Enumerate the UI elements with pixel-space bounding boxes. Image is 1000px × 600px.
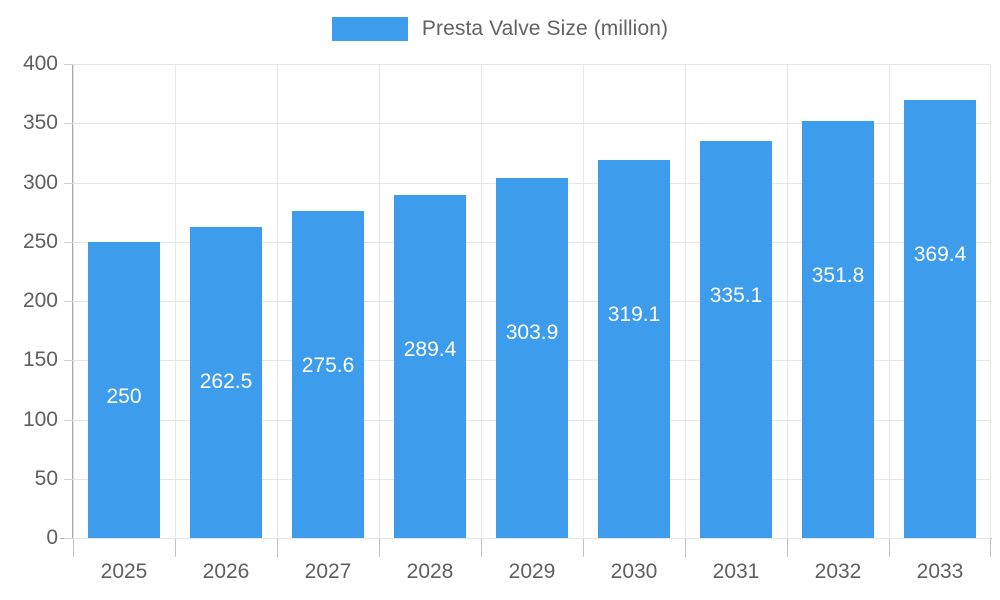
gridline-horizontal: [73, 64, 991, 65]
y-axis-tick-mark: [64, 360, 73, 362]
x-axis-tick-label: 2029: [508, 560, 556, 583]
x-axis-tick-label: 2032: [814, 560, 862, 583]
bar[interactable]: [802, 121, 874, 538]
x-axis-tick-label: 2028: [406, 560, 454, 583]
legend-entry-label: Presta Valve Size (million): [421, 17, 669, 40]
x-axis-tick-mark: [175, 539, 176, 557]
y-axis-tick-label: 350: [22, 111, 58, 135]
y-axis-tick-label: 250: [22, 229, 58, 253]
x-axis-tick-mark: [583, 539, 584, 557]
gridline-vertical: [379, 64, 380, 538]
x-axis-tick-label: 2026: [202, 560, 250, 583]
chart-legend: Presta Valve Size (million): [0, 8, 1000, 50]
y-axis-tick-mark: [64, 419, 73, 421]
gridline-vertical: [175, 64, 176, 538]
x-axis-tick-mark: [685, 539, 686, 557]
y-axis-tick-mark: [64, 241, 73, 243]
x-axis-tick-mark: [481, 539, 482, 557]
bar[interactable]: [88, 241, 160, 538]
x-axis-tick-label: 2027: [304, 560, 352, 583]
x-axis-tick-label: 2033: [916, 560, 964, 583]
x-axis-tick-mark: [990, 539, 991, 557]
y-axis-tick-mark: [64, 182, 73, 184]
y-axis-tick-mark: [64, 538, 73, 539]
x-axis-tick-label: 2030: [610, 560, 658, 583]
y-axis-labels: 0 50 100 150 200 250 300 350 400: [0, 0, 58, 600]
bar[interactable]: [700, 140, 772, 538]
gridline-horizontal: [73, 123, 991, 125]
bar[interactable]: [496, 177, 568, 538]
gridline-vertical: [583, 64, 584, 538]
x-axis-tick-label: 2025: [100, 560, 148, 583]
y-axis-tick-label: 0: [46, 526, 58, 549]
x-axis-tick-mark: [73, 539, 74, 557]
bar[interactable]: [598, 159, 670, 538]
bar[interactable]: [190, 226, 262, 538]
gridline-vertical: [73, 64, 74, 538]
gridline-vertical: [889, 64, 890, 538]
x-axis-tick-label: 2031: [712, 560, 760, 583]
gridline-vertical: [685, 64, 686, 538]
y-axis-tick-label: 300: [22, 170, 58, 194]
y-axis-tick-label: 400: [22, 52, 58, 75]
y-axis-tick-mark: [64, 123, 73, 125]
y-axis-tick-mark: [64, 478, 73, 480]
x-axis-tick-mark: [787, 539, 788, 557]
y-axis-tick-mark: [64, 301, 73, 302]
x-axis-tick-mark: [889, 539, 890, 557]
y-axis-tick-label: 150: [22, 348, 58, 372]
bar[interactable]: [292, 211, 364, 538]
y-axis-tick-label: 50: [34, 466, 58, 490]
y-axis-tick-label: 100: [22, 407, 58, 431]
y-axis-tick-label: 200: [22, 289, 58, 312]
gridline-horizontal: [73, 538, 991, 539]
gridline-vertical: [787, 64, 788, 538]
y-axis-tick-mark: [64, 64, 73, 65]
gridline-vertical: [277, 64, 278, 538]
x-axis-tick-mark: [379, 539, 380, 557]
plot-area: 250 262.5 275.6 289.4 303.9 319.1 335.1 351.8 36…: [73, 64, 991, 539]
bar[interactable]: [394, 195, 466, 538]
gridline-vertical: [481, 64, 482, 538]
legend-entry-presta-valve-size[interactable]: Presta Valve Size (million): [331, 17, 669, 41]
x-axis-tick-mark: [277, 539, 278, 557]
legend-swatch-icon: [331, 17, 408, 41]
gridline-vertical: [990, 64, 991, 538]
bar[interactable]: [904, 100, 976, 538]
